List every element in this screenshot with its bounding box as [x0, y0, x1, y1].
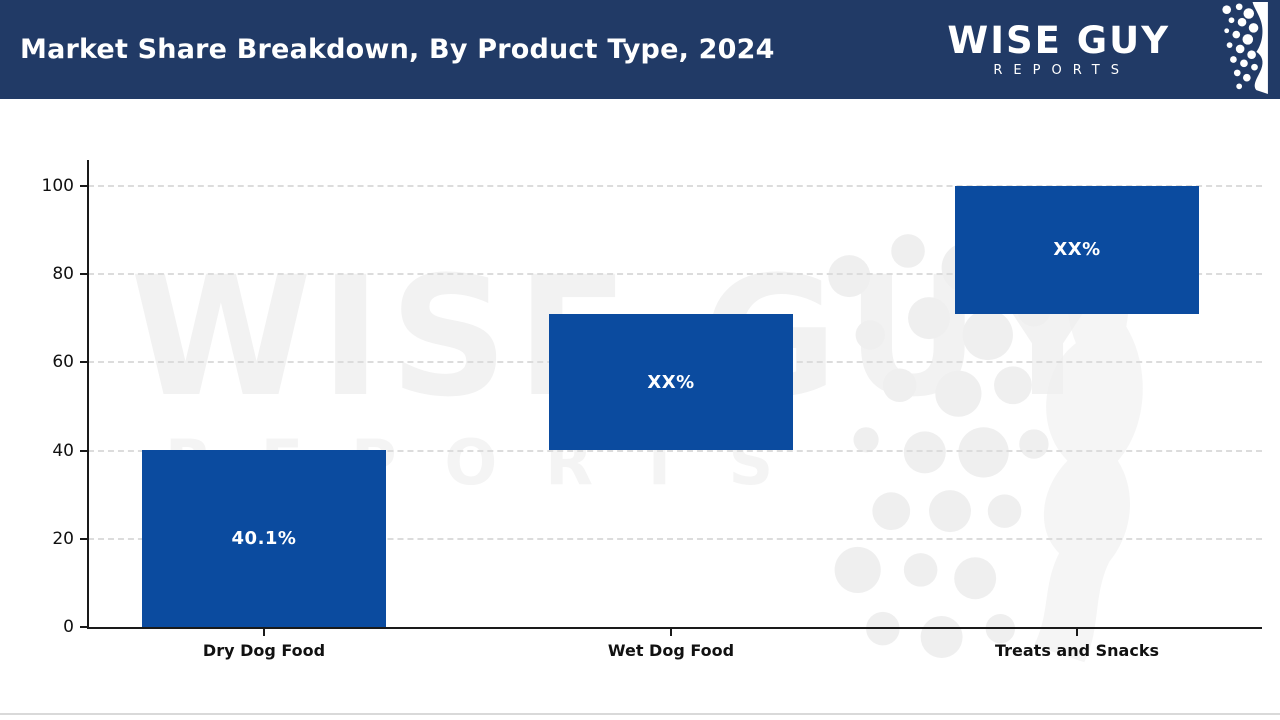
wiseguy-logo: WISE GUY REPORTS	[947, 1, 1268, 98]
y-tick-label-40: 40	[52, 440, 74, 461]
y-tick-mark-100	[80, 185, 87, 187]
page-title: Market Share Breakdown, By Product Type,…	[20, 34, 775, 65]
y-tick-mark-60	[80, 361, 87, 364]
x-tick-label-treats-and-snacks: Treats and Snacks	[994, 641, 1159, 660]
x-tick-mark-1	[263, 629, 265, 636]
gridline-40	[88, 449, 1262, 452]
bar-value-label: XX%	[1053, 239, 1101, 261]
bar-value-label: 40.1%	[231, 528, 297, 550]
bar-value-label: XX%	[647, 371, 695, 393]
logo-face-icon	[1172, 1, 1268, 98]
chart-header: Market Share Breakdown, By Product Type,…	[0, 0, 1280, 99]
gridline-100	[88, 185, 1262, 187]
x-axis-line	[87, 627, 1262, 629]
gridline-80	[88, 273, 1262, 276]
bottom-divider	[0, 713, 1280, 715]
logo-text-reports: REPORTS	[993, 62, 1130, 78]
x-tick-label-wet-dog-food: Wet Dog Food	[607, 641, 735, 660]
y-tick-mark-80	[80, 273, 87, 276]
y-tick-mark-0	[80, 626, 87, 628]
x-tick-label-dry-dog-food: Dry Dog Food	[202, 641, 326, 660]
x-tick-mark-2	[670, 629, 672, 636]
bar-dry-dog-food: 40.1%	[142, 450, 386, 627]
chart-plot-area: WISE GUY REPORTS 40.1% XX% XX% 0 20 40 60 80 10…	[0, 99, 1280, 713]
bar-wet-dog-food: XX%	[549, 313, 793, 451]
bar-treats-and-snacks: XX%	[955, 186, 1199, 314]
logo-text-wiseguy: WISE GUY	[947, 18, 1170, 62]
y-tick-mark-20	[80, 537, 87, 540]
gridline-20	[88, 537, 1262, 540]
x-tick-mark-3	[1076, 629, 1078, 636]
y-tick-label-100: 100	[41, 176, 74, 196]
y-tick-label-20: 20	[52, 528, 74, 549]
y-axis-line	[87, 160, 89, 629]
y-tick-label-0: 0	[63, 617, 74, 637]
y-tick-mark-40	[80, 449, 87, 452]
y-tick-label-60: 60	[52, 352, 74, 373]
y-tick-label-80: 80	[52, 264, 74, 285]
logo-wordmark: WISE GUY REPORTS	[947, 22, 1170, 78]
